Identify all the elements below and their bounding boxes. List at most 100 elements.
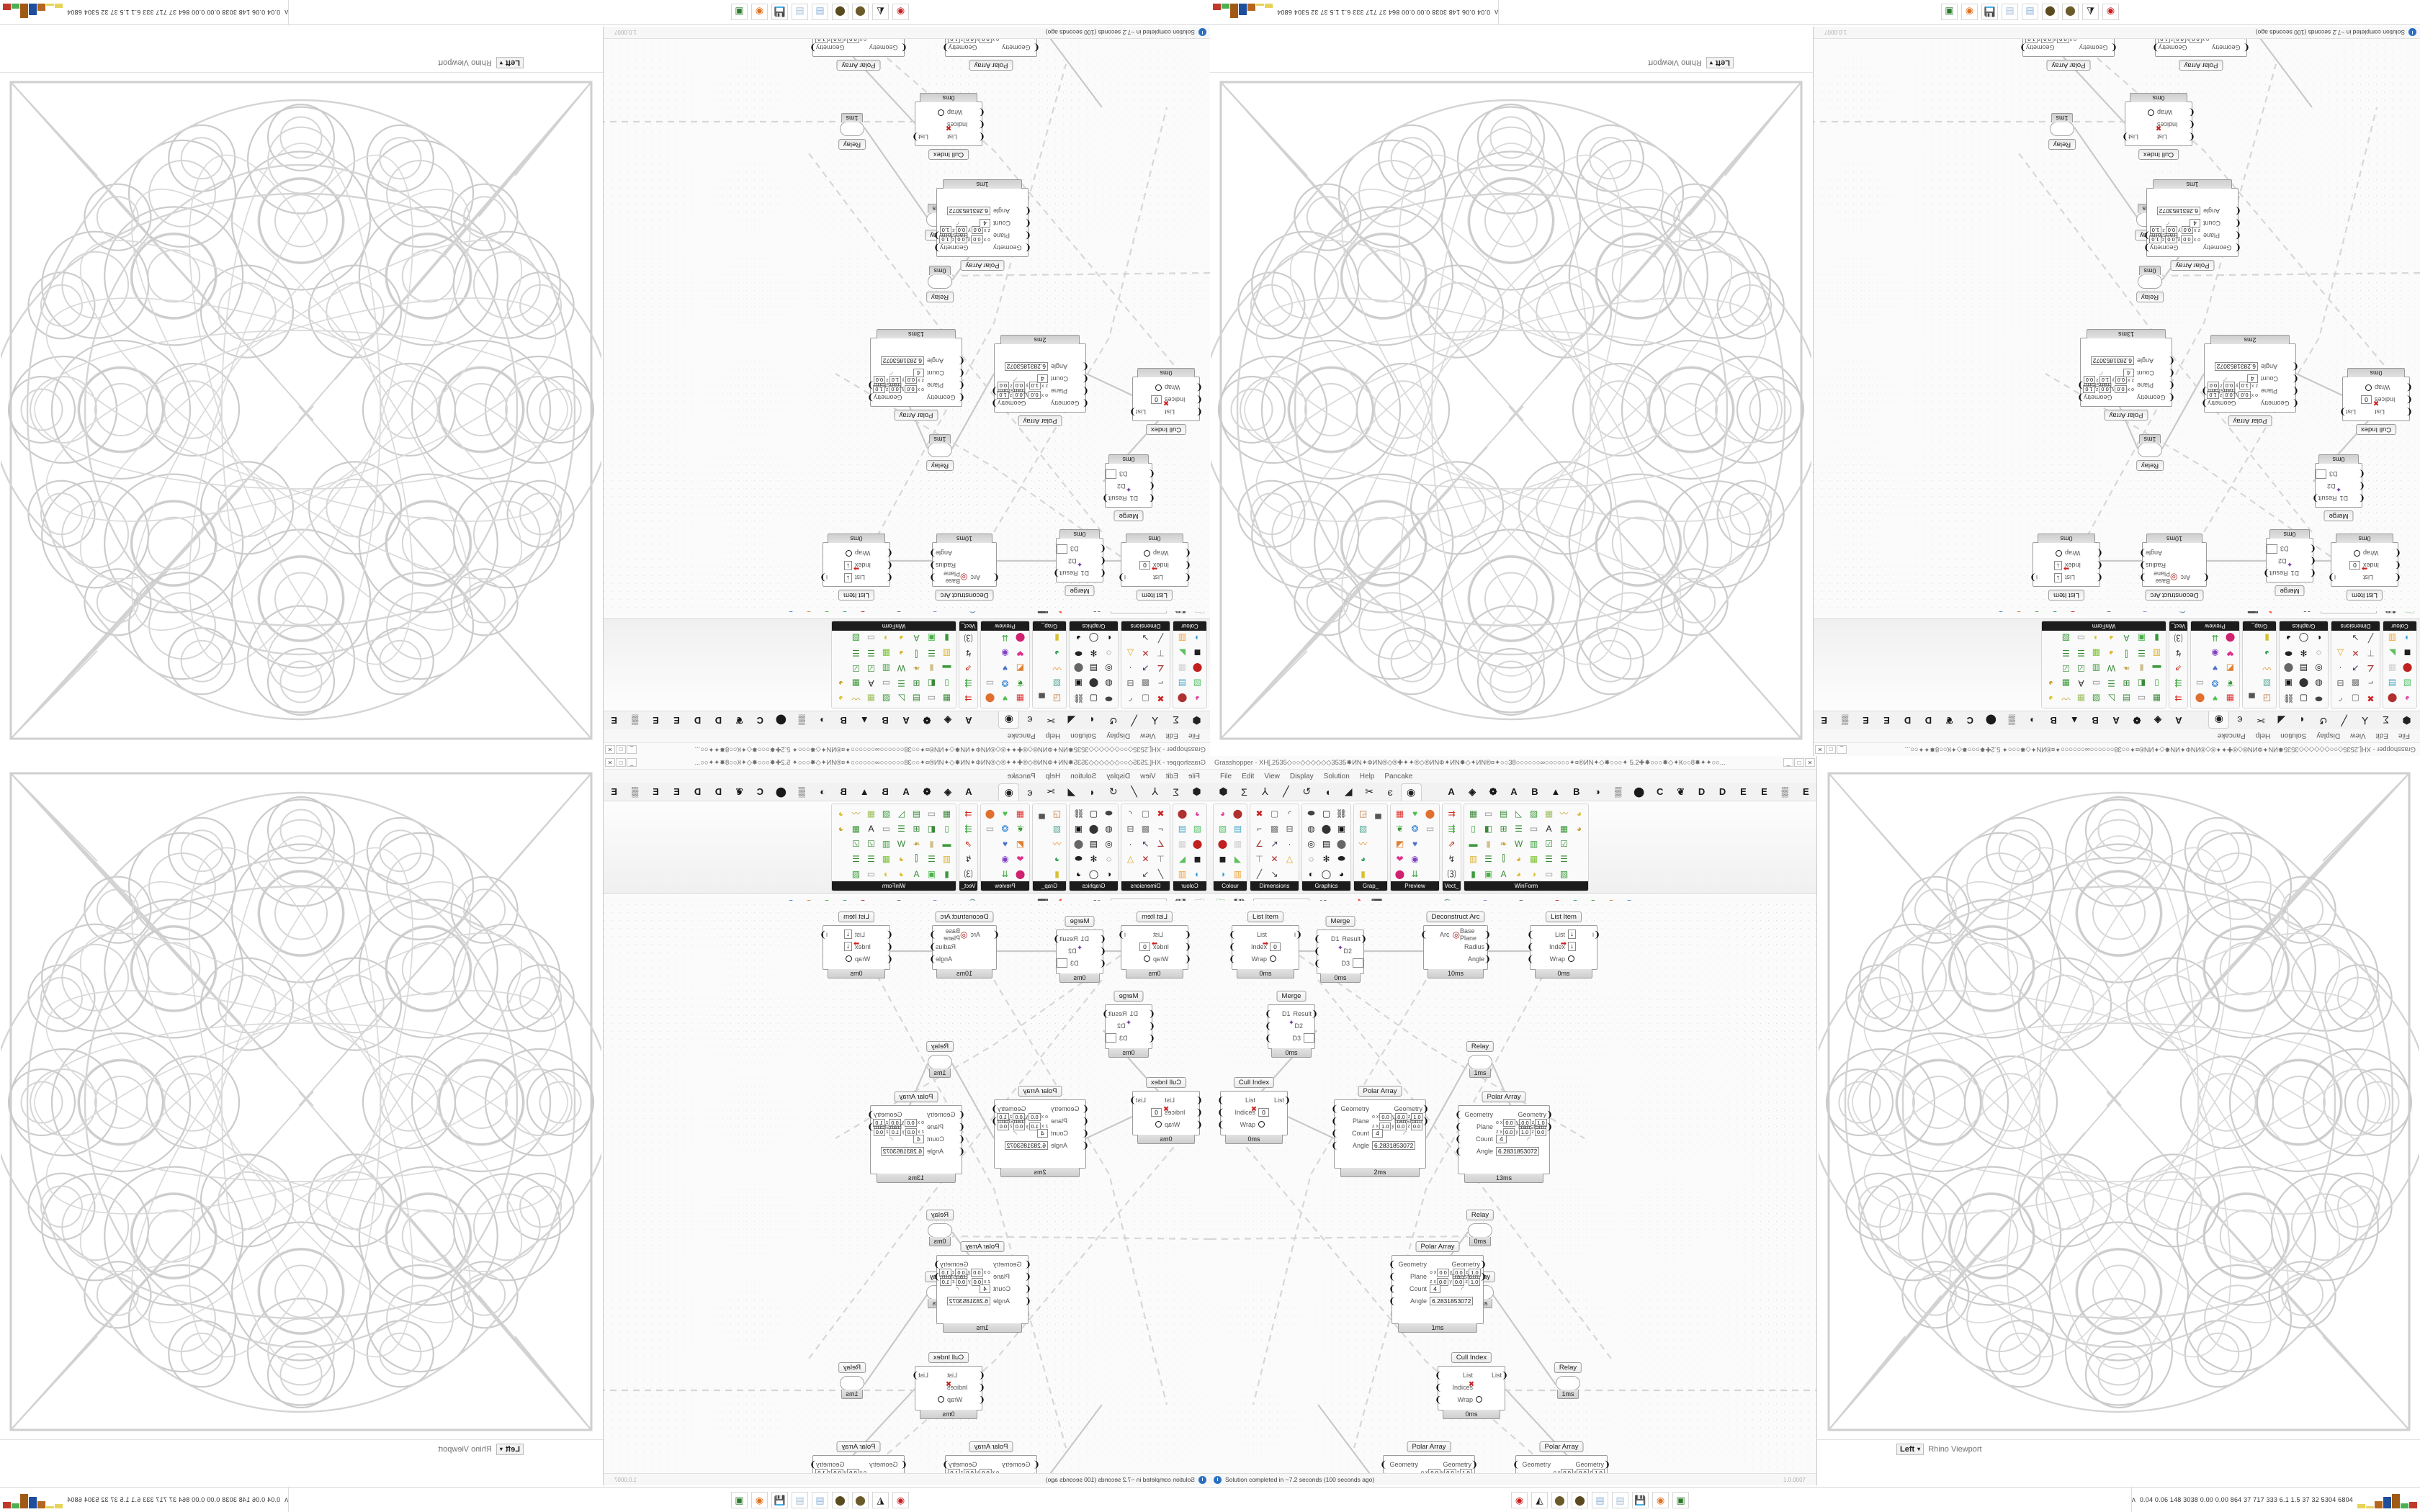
bars-icon[interactable]: ▤ (1089, 663, 1098, 674)
hearts-icon[interactable]: ❤ (1016, 648, 1024, 659)
close-button[interactable]: ✕ (1805, 758, 1815, 767)
maximize-button[interactable]: □ (616, 745, 626, 754)
gh-component-relay-b[interactable]: Relay 0ms (926, 265, 954, 302)
heart-green-icon[interactable]: ♥ (1412, 808, 1418, 819)
port-output[interactable]: ❩ (1603, 1472, 1610, 1474)
relay-shape[interactable] (840, 122, 864, 136)
dim-angle-icon[interactable]: ∠ (1157, 663, 1165, 674)
tag-x-icon[interactable]: ✖ (1157, 693, 1165, 704)
gh-component-polar-array-1[interactable]: Polar Array o x 0.0 y 0.0 z 1.0 z x 1.0 y 0.0 z 0.0 ◜… (1331, 1086, 1429, 1178)
ribbon-tab-letter-16[interactable]: ▒ (632, 786, 639, 797)
port-input[interactable]: ❨ (2233, 218, 2241, 229)
arrow-down-icon[interactable]: ↓ (844, 930, 852, 939)
port-output[interactable]: ❩ (1545, 1109, 1553, 1120)
gradient-sphere-icon[interactable]: ⬤ (1073, 838, 1084, 849)
port-input[interactable]: ❨ (1527, 929, 1535, 940)
arrow-panel-icon[interactable]: ◺ (2107, 693, 2115, 704)
list-icon[interactable]: ☰ (2138, 648, 2146, 659)
gh-component-polar-array-3[interactable]: Polar Array o x 0.0 y 0.0 z 1.0 z x 0.0 y 0.0 z 1.0 ◜… (2143, 179, 2241, 271)
lines-icon[interactable]: ☰ (897, 823, 905, 834)
blobs-icon[interactable]: ⬤ (1394, 868, 1405, 879)
arrow-down-icon[interactable]: ↓ (1568, 942, 1576, 951)
component-body[interactable]: ❨ Arc ◎ Base Plane ❩ Radius ❩ Angle ❩ (929, 542, 1000, 587)
gradient-sphere-icon[interactable]: ⬤ (2283, 663, 2294, 674)
bowl-icon[interactable]: ◐ (1308, 868, 1314, 879)
port-input[interactable]: ❨ (1023, 1283, 1031, 1294)
port-input[interactable]: ❨ (1098, 945, 1106, 956)
graph-line-icon[interactable]: 〰 (2262, 663, 2272, 673)
gh-component-polar-array-1[interactable]: Polar Array o x 0.0 y 0.0 z 1.0 z x 1.0 y 0.0 z 0.0 ◜… (991, 334, 1089, 426)
port-input[interactable]: ❨ (1195, 1119, 1203, 1130)
gh-component-polar-array-1[interactable]: Polar Array o x 0.0 y 0.0 z 1.0 z x 1.0 y 0.0 z 0.0 ◜… (991, 1086, 1089, 1178)
ramp-icon[interactable]: ▥ (2388, 633, 2397, 644)
port-input[interactable]: ❨ (885, 560, 893, 571)
screen-icon[interactable]: ▭ (1425, 823, 1435, 834)
plane-axis-value[interactable]: 0.0 (1561, 1469, 1573, 1473)
port-input[interactable]: ❨ (2167, 392, 2175, 403)
port-output[interactable]: ❩ (867, 392, 875, 403)
panel-arrow-icon[interactable]: ▮ (944, 868, 949, 879)
input-value[interactable]: 4 (1037, 1128, 1048, 1138)
gradient-sphere-icon[interactable]: ⬤ (1073, 663, 1084, 674)
ribbon-tab-letter-9[interactable]: ⬤ (776, 715, 786, 726)
input-value[interactable]: 4 (2247, 374, 2258, 384)
component-body[interactable]: o x 0.0 y 0.0 z 1.0 z x 0.0 y 1.0 z 0.0 ◜ ❨ Geometry Ge… (867, 1105, 965, 1174)
angle-dial-icon[interactable]: ◜ (1403, 1129, 1407, 1139)
port-output[interactable]: ❩ (1470, 1459, 1478, 1470)
target-icon[interactable]: ◎ (2170, 572, 2178, 583)
port-output[interactable]: ❩ (933, 230, 941, 241)
asterisk-icon[interactable]: ✻ (1322, 853, 1330, 864)
port-input[interactable]: ❨ (1183, 548, 1191, 559)
green-panel-icon[interactable]: ▣ (1484, 868, 1493, 879)
bookmark-icon[interactable]: ▣ (1337, 823, 1346, 834)
rhino-viewport[interactable] (1819, 760, 2419, 1444)
hatch-icon[interactable]: ▨ (2092, 693, 2101, 704)
component-body[interactable]: o x 0.0 y 0.0 z 1.0 z x 1.0 y 0.0 z 0.0 ◜ ❨ Geometry Ge… (991, 343, 1089, 413)
label-icon[interactable]: ▭ (866, 633, 876, 644)
ribbon-tab-icon-1[interactable]: Σ (1241, 786, 1247, 798)
port-input[interactable]: ❨ (2393, 560, 2401, 571)
tree-node-icon[interactable]: ❧ (913, 838, 920, 849)
port-input[interactable]: ❨ (1183, 941, 1191, 952)
palette-group-label[interactable]: WinForm (832, 621, 956, 631)
ribbon-tab-letter-16[interactable]: ▒ (1781, 786, 1788, 797)
boolean-toggle-icon[interactable] (1258, 1121, 1265, 1128)
ellipse-dark-icon[interactable]: ⬬ (1075, 853, 1083, 863)
input-value[interactable]: 6.2831853072 (1372, 1140, 1416, 1150)
blobs-icon[interactable]: ⬤ (2225, 633, 2236, 644)
palette-group-label[interactable]: Preview (2191, 621, 2239, 631)
graph-map-icon[interactable]: ◲ (2262, 693, 2272, 704)
ribbon-tab-icon-0[interactable]: ⬢ (2402, 715, 2411, 726)
input-value[interactable]: 4 (980, 1284, 990, 1293)
ribbon-tab-letter-15[interactable]: E (1761, 786, 1767, 797)
system-monitor-tray[interactable]: ʌ 0.04 0.06 148 3038 0.00 0.00 864 37 71… (0, 0, 290, 24)
input-value[interactable]: 6.2831853072 (2090, 356, 2134, 366)
grasshopper-titlebar[interactable]: Grasshopper - XH[.2535◇○○◇◇◇◇◇◇3535✸ИN✦Ф… (604, 742, 1210, 756)
spinner-icon[interactable]: ◧ (927, 678, 936, 689)
ribbon-tab-icon-2[interactable]: ⅄ (1152, 786, 1158, 797)
treeview-icon[interactable]: ▧ (1559, 868, 1569, 879)
link-icon[interactable]: ⛓ (2282, 693, 2295, 704)
listview-icon[interactable]: ☰ (852, 648, 860, 659)
preview-mix-icon[interactable]: ◉ (1001, 853, 1009, 864)
palette-group-label[interactable]: Grap_ (1354, 881, 1387, 891)
calendar-icon[interactable]: ▦ (942, 693, 951, 704)
donut2-icon[interactable]: ◕ (2048, 693, 2054, 704)
checkbox-icon[interactable]: ☑ (852, 663, 860, 674)
ribbon-tab-icon-7[interactable]: ✂ (1046, 786, 1055, 797)
ribbon-tab-letter-10[interactable]: C (1966, 715, 1974, 726)
input-value[interactable]: 6.2831853072 (880, 356, 924, 366)
ok-button-icon[interactable]: ▭ (1484, 808, 1493, 819)
ribbon-tab-letter-0[interactable]: A (965, 786, 972, 797)
system-monitor-tray[interactable]: ʌ 0.04 0.06 148 3038 0.00 0.00 864 37 71… (1210, 0, 1500, 24)
gh-component-deconstruct-arc-1[interactable]: Deconstruct Arc ❨ Arc ◎ Base Plane ❩ Radius ❩ An… (2139, 533, 2210, 600)
flip-icon[interactable]: ⫿ (915, 649, 918, 659)
gh-component-cull-index-2[interactable]: Cull Index ✖ ❨ List List ❩ ❨ Indices ❨ Wrap 0ms (1435, 1352, 1508, 1420)
pie-chart-icon[interactable]: ◕ (2108, 648, 2115, 659)
ribbon-tab-letter-1[interactable]: ◈ (944, 786, 951, 797)
